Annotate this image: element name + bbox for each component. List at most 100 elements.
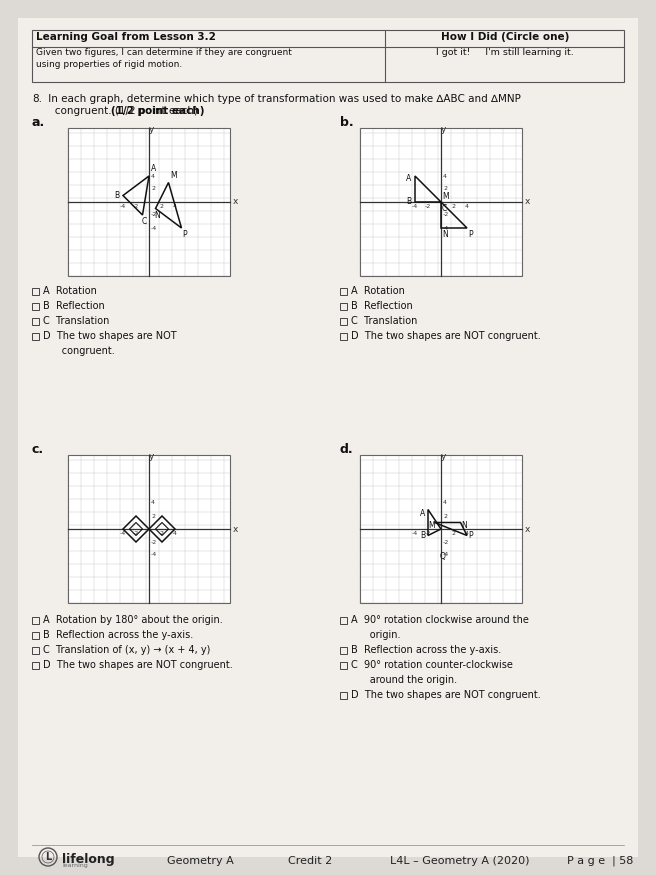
Text: d.: d.: [340, 443, 354, 456]
Bar: [32, 30, 624, 82]
Text: P a g e  | 58: P a g e | 58: [567, 856, 633, 866]
Text: Q: Q: [440, 551, 446, 561]
Text: -2: -2: [151, 540, 157, 544]
Text: -4: -4: [120, 204, 126, 209]
Text: N: N: [462, 521, 467, 529]
Text: around the origin.: around the origin.: [351, 675, 457, 685]
Bar: [340, 333, 347, 340]
Text: 2: 2: [160, 204, 164, 209]
Text: B  Reflection: B Reflection: [43, 301, 105, 311]
Text: y: y: [148, 452, 154, 461]
Text: M: M: [442, 192, 449, 201]
Bar: [68, 128, 230, 276]
Text: -4: -4: [412, 531, 418, 536]
Text: -2: -2: [425, 531, 431, 536]
Text: C  Translation: C Translation: [351, 316, 417, 326]
Text: C: C: [442, 204, 447, 213]
Text: 2: 2: [443, 514, 447, 519]
Text: -2: -2: [151, 213, 157, 218]
Text: 4: 4: [173, 531, 177, 536]
Text: A  Rotation: A Rotation: [351, 286, 405, 296]
Text: congruent.: congruent.: [43, 346, 115, 356]
Text: D  The two shapes are NOT congruent.: D The two shapes are NOT congruent.: [351, 690, 541, 700]
Text: 2: 2: [443, 186, 447, 192]
Text: 4: 4: [465, 531, 469, 536]
Text: P: P: [468, 531, 472, 540]
Bar: [360, 128, 522, 276]
Text: C  90° rotation counter-clockwise: C 90° rotation counter-clockwise: [351, 660, 513, 670]
Text: B: B: [114, 191, 119, 200]
Text: B  Reflection across the y-axis.: B Reflection across the y-axis.: [43, 630, 194, 640]
Text: B: B: [420, 531, 425, 540]
Text: B  Reflection across the y-axis.: B Reflection across the y-axis.: [351, 645, 501, 655]
Text: C  Translation: C Translation: [43, 316, 110, 326]
Text: P: P: [468, 230, 472, 239]
Text: How I Did (Circle one): How I Did (Circle one): [441, 32, 569, 42]
Text: Geometry A: Geometry A: [167, 856, 234, 866]
Text: 2: 2: [151, 186, 155, 192]
Bar: [32, 647, 39, 654]
Text: 8.: 8.: [32, 94, 42, 104]
Text: A  Rotation: A Rotation: [43, 286, 97, 296]
Text: N: N: [442, 230, 448, 239]
Text: b.: b.: [340, 116, 354, 129]
Text: 2: 2: [160, 531, 164, 536]
Bar: [32, 662, 39, 669]
Bar: [68, 128, 230, 276]
Text: y: y: [148, 125, 154, 134]
Text: 4: 4: [443, 173, 447, 178]
Text: B: B: [406, 198, 411, 206]
Bar: [340, 303, 347, 310]
Text: A: A: [420, 508, 425, 517]
Bar: [32, 333, 39, 340]
Text: y: y: [440, 125, 445, 134]
Text: I got it!     I'm still learning it.: I got it! I'm still learning it.: [436, 48, 574, 57]
Text: Given two figures, I can determine if they are congruent
using properties of rig: Given two figures, I can determine if th…: [36, 48, 292, 69]
Text: A  90° rotation clockwise around the: A 90° rotation clockwise around the: [351, 615, 529, 625]
Text: 2: 2: [452, 531, 456, 536]
Bar: [32, 617, 39, 624]
Text: learning: learning: [62, 863, 88, 868]
Text: -4: -4: [120, 531, 126, 536]
Text: x: x: [233, 198, 238, 206]
Text: -4: -4: [443, 552, 449, 557]
Text: A: A: [151, 164, 156, 173]
Text: 4: 4: [443, 500, 447, 506]
Text: L: L: [45, 852, 51, 862]
Text: C  Translation of (x, y) → (x + 4, y): C Translation of (x, y) → (x + 4, y): [43, 645, 211, 655]
Bar: [68, 455, 230, 603]
Text: origin.: origin.: [351, 630, 401, 640]
Text: D  The two shapes are NOT: D The two shapes are NOT: [43, 331, 176, 341]
Text: -2: -2: [425, 204, 431, 209]
Text: 2: 2: [151, 514, 155, 519]
Bar: [32, 318, 39, 325]
Text: B  Reflection: B Reflection: [351, 301, 413, 311]
Text: congruent. (1/2 point each): congruent. (1/2 point each): [45, 106, 198, 116]
Bar: [340, 647, 347, 654]
Text: 4: 4: [465, 204, 469, 209]
Text: Learning Goal from Lesson 3.2: Learning Goal from Lesson 3.2: [36, 32, 216, 42]
Bar: [340, 617, 347, 624]
Text: 4: 4: [151, 173, 155, 178]
Text: y: y: [440, 452, 445, 461]
Text: -4: -4: [412, 204, 418, 209]
Text: D  The two shapes are NOT congruent.: D The two shapes are NOT congruent.: [43, 660, 233, 670]
Text: c.: c.: [32, 443, 44, 456]
Text: -4: -4: [151, 552, 157, 557]
Text: A  Rotation by 180° about the origin.: A Rotation by 180° about the origin.: [43, 615, 223, 625]
Text: A: A: [406, 174, 411, 183]
Text: P: P: [182, 230, 187, 239]
Text: x: x: [525, 524, 530, 534]
Bar: [340, 692, 347, 699]
Text: D  The two shapes are NOT congruent.: D The two shapes are NOT congruent.: [351, 331, 541, 341]
Text: 4: 4: [151, 500, 155, 506]
Text: x: x: [525, 198, 530, 206]
Text: N: N: [155, 211, 160, 220]
Text: In each graph, determine which type of transformation was used to make ∆ABC and : In each graph, determine which type of t…: [45, 94, 521, 104]
Text: M: M: [171, 172, 177, 180]
Text: M: M: [428, 521, 435, 529]
Bar: [360, 455, 522, 603]
Text: lifelong: lifelong: [62, 853, 115, 866]
Text: -2: -2: [133, 204, 139, 209]
Text: -2: -2: [133, 531, 139, 536]
